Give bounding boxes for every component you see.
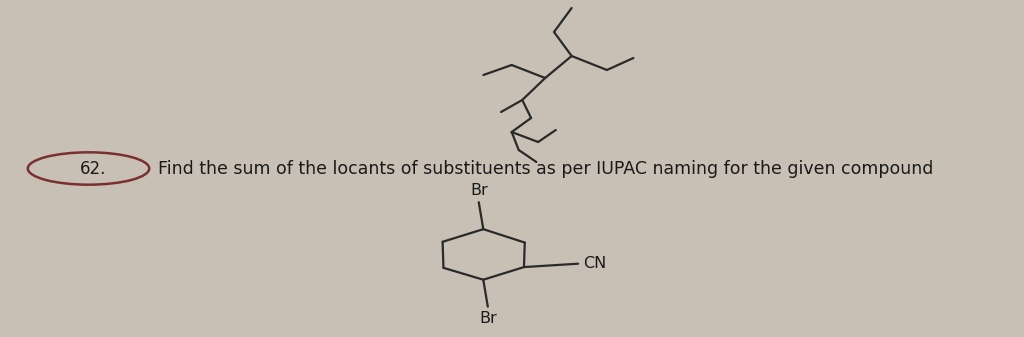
Text: CN: CN xyxy=(583,256,606,271)
Text: Br: Br xyxy=(470,183,487,198)
Text: Find the sum of the locants of substituents as per IUPAC naming for the given co: Find the sum of the locants of substitue… xyxy=(158,159,934,178)
Text: 62.: 62. xyxy=(80,159,106,178)
Text: Br: Br xyxy=(479,311,497,326)
